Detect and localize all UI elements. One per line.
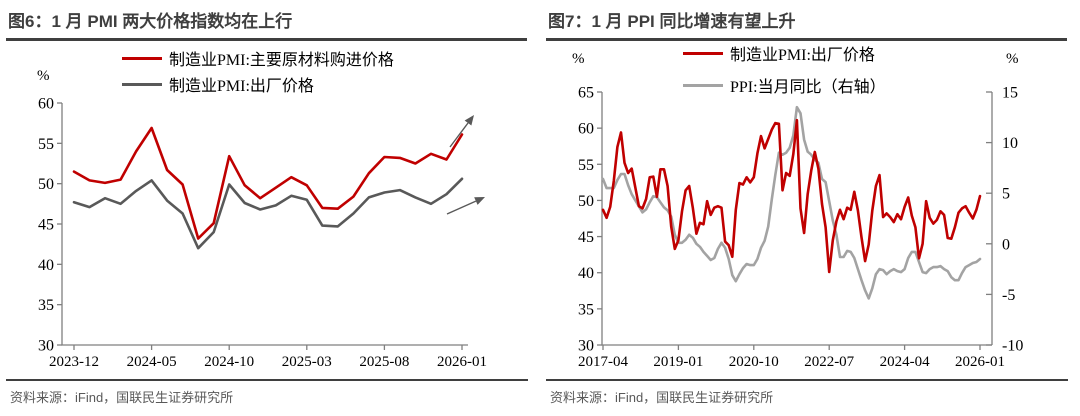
- right-y-axis-unit-label: %: [1006, 51, 1019, 67]
- source-separator: [546, 379, 1068, 381]
- axis-tick-label: 30: [38, 338, 54, 355]
- legend-label: PPI:当月同比（右轴）: [730, 79, 886, 96]
- axis-tick-label: 2020-10: [729, 354, 779, 370]
- left-y-axis-unit-label: %: [572, 51, 585, 67]
- figure-7-legend: 制造业PMI:出厂价格 PPI:当月同比（右轴）: [683, 37, 886, 101]
- axis-tick-label: 5: [1002, 186, 1010, 203]
- axis-tick-label: -5: [1002, 287, 1015, 304]
- figure-7-panel: 图7：1 月 PPI 同比增速有望上升 制造业PMI:出厂价格 PPI:当月同比…: [540, 0, 1080, 416]
- axis-tick-label: 2017-04: [578, 354, 628, 370]
- axis-tick-label: 2024-05: [127, 354, 177, 370]
- series-line-0: [601, 118, 982, 274]
- axis-tick-label: 2024-10: [204, 354, 254, 370]
- legend-label: 制造业PMI:主要原材料购进价格: [169, 52, 394, 69]
- axis-tick-label: 40: [578, 265, 594, 282]
- axis-tick-label: 30: [578, 338, 594, 355]
- legend-line-swatch-gray: [122, 82, 162, 86]
- legend-item: 制造业PMI:主要原材料购进价格: [122, 45, 394, 71]
- axis-tick-label: 35: [38, 297, 54, 314]
- axis-tick-label: 0: [1002, 236, 1010, 253]
- source-text: 资料来源：iFind，国联民生证券研究所: [550, 390, 774, 405]
- axis-tick-label: 10: [1002, 135, 1018, 152]
- source-separator: [6, 379, 528, 381]
- axis-tick-label: 2019-01: [653, 354, 703, 370]
- trend-arrow-shaft: [449, 122, 469, 148]
- axis-tick-label: 55: [38, 136, 54, 153]
- legend-line-swatch-red: [683, 51, 723, 55]
- figure-6-plot: 30 35 40 45 50 55 60 2023-12 2024-05 2024-10 2025-…: [38, 96, 487, 371]
- axis-tick-label: 55: [578, 157, 594, 174]
- legend-label: 制造业PMI:出厂价格: [730, 47, 875, 64]
- series-line-1: [601, 105, 982, 300]
- legend-line-swatch-red: [122, 56, 162, 60]
- axis-tick-label: 65: [578, 85, 594, 102]
- axis-tick-label: 2025-08: [359, 354, 409, 370]
- figure-6-title: 图6：1 月 PMI 两大价格指数均在上行: [6, 5, 527, 41]
- trend-arrow-head-icon: [464, 115, 474, 126]
- axis-tick-label: -10: [1002, 338, 1023, 355]
- axis-tick-label: 2022-07: [804, 354, 854, 370]
- legend-line-swatch-gray: [683, 83, 723, 87]
- legend-label: 制造业PMI:出厂价格: [169, 78, 314, 95]
- axis-tick-label: 45: [578, 229, 594, 246]
- axis-tick-label: 2026-01: [955, 354, 1005, 370]
- figure-7-plot: 30 35 40 45 50 55 60 65 -10 -5 0 5 10 15 2017-04 2019-0…: [578, 85, 1023, 371]
- axis-tick-label: 40: [38, 257, 54, 274]
- figure-6-legend: 制造业PMI:主要原材料购进价格 制造业PMI:出厂价格: [122, 45, 394, 97]
- legend-item: 制造业PMI:出厂价格: [122, 71, 394, 97]
- figure-6-panel: 图6：1 月 PMI 两大价格指数均在上行 制造业PMI:主要原材料购进价格 制…: [6, 5, 528, 405]
- axis-tick-label: 50: [38, 176, 54, 193]
- axis-lines: [61, 103, 468, 346]
- trend-arrow-shaft: [446, 200, 477, 215]
- axis-tick-label: 45: [38, 217, 54, 234]
- axis-tick-label: 50: [578, 193, 594, 210]
- axis-tick-label: 2026-01: [437, 354, 487, 370]
- axis-tick-label: 60: [578, 121, 594, 138]
- source-text: 资料来源：iFind，国联民生证券研究所: [10, 390, 234, 405]
- axis-tick-label: 2025-03: [282, 354, 332, 370]
- trend-arrow-head-icon: [474, 197, 485, 205]
- y-axis-unit-label: %: [37, 68, 50, 84]
- legend-item: 制造业PMI:出厂价格: [683, 37, 886, 69]
- series-line-1: [72, 177, 464, 250]
- series-line-0: [72, 126, 464, 240]
- axis-tick-label: 35: [578, 301, 594, 318]
- legend-item: PPI:当月同比（右轴）: [683, 69, 886, 101]
- axis-tick-label: 60: [38, 96, 54, 113]
- axis-tick-label: 2024-04: [880, 354, 930, 370]
- figure-7-title: 图7：1 月 PPI 同比增速有望上升: [546, 5, 1067, 41]
- axis-tick-label: 2023-12: [49, 354, 99, 370]
- axis-tick-label: 15: [1002, 85, 1018, 102]
